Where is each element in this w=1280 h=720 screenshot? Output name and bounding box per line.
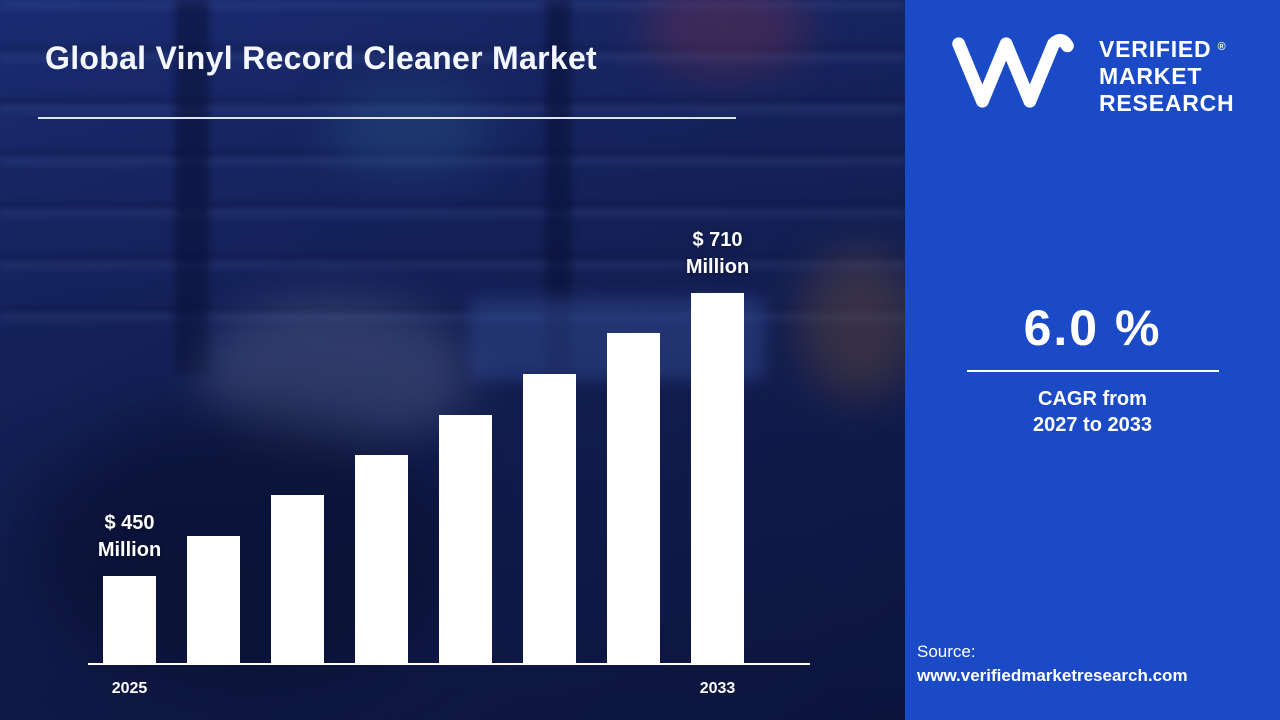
brand-name-line2: MARKET xyxy=(1099,63,1203,89)
cagr-label-line1: CAGR from xyxy=(1038,388,1147,410)
source-url: www.verifiedmarketresearch.com xyxy=(917,666,1188,685)
bar-item-3 xyxy=(271,495,324,663)
brand-name-line3: RESEARCH xyxy=(1099,90,1235,116)
brand-word-verified: VERIFIED xyxy=(1099,36,1212,62)
cagr-label: CAGR from 2027 to 2033 xyxy=(960,386,1225,438)
bar-item-4 xyxy=(355,455,408,663)
x-axis-line xyxy=(88,663,810,665)
cagr-divider xyxy=(966,370,1219,372)
cagr-block: 6.0 % CAGR from 2027 to 2033 xyxy=(960,300,1225,438)
x-tick-first-year: 2025 xyxy=(111,680,148,697)
bar-item-6 xyxy=(523,374,576,663)
last-bar-value-line1: $ 710 xyxy=(692,229,743,251)
first-bar-value-label: $ 450 Million xyxy=(98,510,161,564)
source-block: Source: www.verifiedmarketresearch.com xyxy=(917,640,1188,688)
last-bar-value-line2: Million xyxy=(685,256,750,278)
first-bar-value-line1: $ 450 xyxy=(104,512,155,534)
bar-series xyxy=(103,293,744,663)
source-label: Source: xyxy=(917,642,976,661)
cagr-value: 6.0 % xyxy=(1023,300,1162,356)
x-tick-last-year: 2033 xyxy=(699,680,736,697)
page-title: Global Vinyl Record Cleaner Market xyxy=(45,40,598,76)
chart-panel: Global Vinyl Record Cleaner Market $ 450… xyxy=(0,0,905,720)
bar-2033 xyxy=(691,293,744,663)
brand-name-line1: VERIFIED ® xyxy=(1099,36,1234,63)
info-panel: VERIFIED ® MARKET RESEARCH 6.0 % CAGR fr… xyxy=(905,0,1280,720)
bar-item-7 xyxy=(607,333,660,663)
bar-item-2 xyxy=(187,536,240,663)
bar-item-5 xyxy=(439,415,492,663)
bar-2025 xyxy=(103,576,156,663)
vmr-logo-icon xyxy=(952,33,1074,108)
first-bar-value-line2: Million xyxy=(97,539,162,561)
title-divider xyxy=(38,117,736,119)
last-bar-value-label: $ 710 Million xyxy=(686,227,749,281)
cagr-label-line2: 2027 to 2033 xyxy=(1033,414,1152,436)
brand-name: VERIFIED ® MARKET RESEARCH xyxy=(1099,36,1234,117)
brand-logo: VERIFIED ® MARKET RESEARCH xyxy=(945,30,1234,117)
registered-trademark: ® xyxy=(1217,41,1227,53)
